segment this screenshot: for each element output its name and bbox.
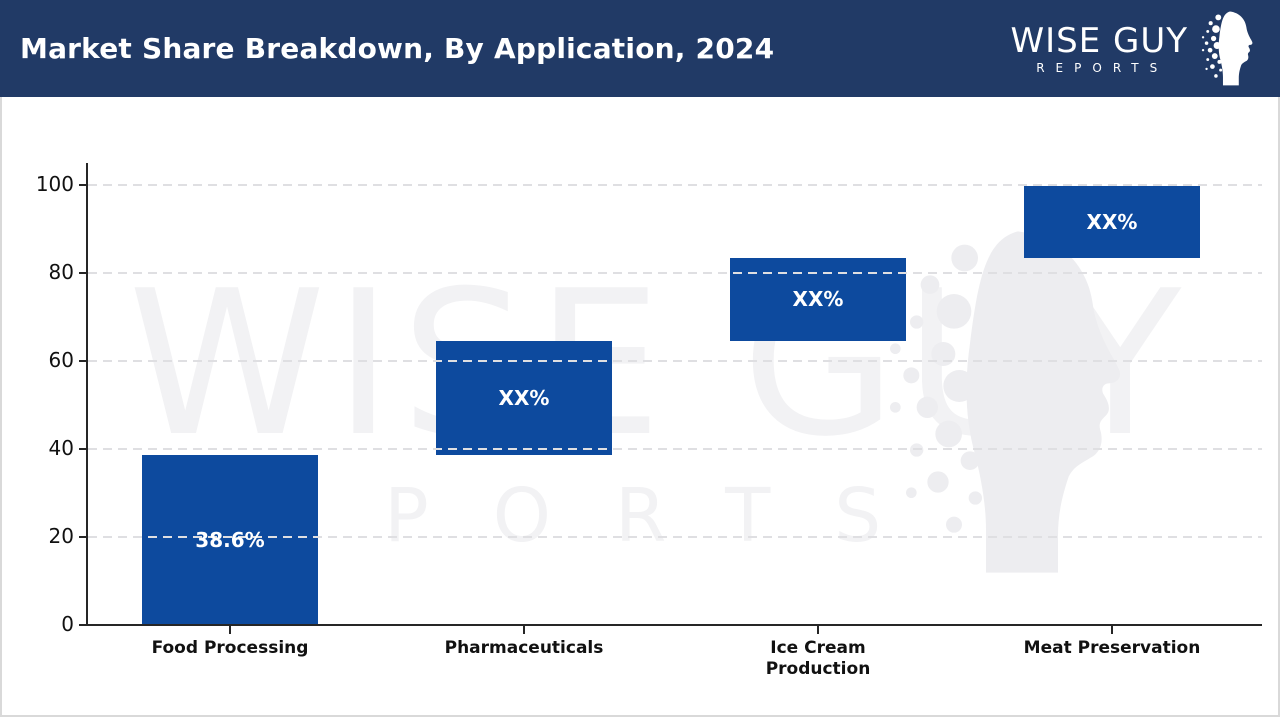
bar-value-label: XX% [498, 386, 550, 411]
gridline [88, 448, 1262, 450]
y-axis-tick [79, 536, 88, 538]
bar-value-label: XX% [792, 287, 844, 312]
logo-head-icon [1201, 11, 1253, 85]
bar-value-label: XX% [1086, 209, 1138, 234]
y-axis-tick [79, 624, 88, 626]
x-axis-tick [229, 626, 231, 634]
chart-area: WISE GUY REPORTS 0 20 40 60 80 100 38.6% Food P… [0, 97, 1280, 717]
x-axis-label: Meat Preservation [1023, 638, 1201, 658]
y-axis-tick-label: 60 [48, 348, 74, 372]
page-title: Market Share Breakdown, By Application, … [20, 32, 775, 65]
y-axis-tick [79, 448, 88, 450]
gridline [88, 272, 1262, 274]
bar-segment [142, 455, 318, 625]
gridline [88, 536, 1262, 538]
logo-wordmark: WISE GUY [1010, 20, 1188, 61]
logo-text: WISE GUY REPORTS [1010, 24, 1188, 74]
x-axis-tick [817, 626, 819, 634]
y-axis-tick-label: 100 [35, 172, 74, 196]
bar-value-label: 38.6% [195, 528, 265, 553]
wiseguy-logo: WISE GUY REPORTS [1010, 8, 1266, 90]
y-axis-tick-label: 40 [48, 436, 74, 460]
y-axis-tick [79, 360, 88, 362]
y-axis-tick [79, 184, 88, 186]
y-axis-tick-label: 0 [61, 612, 74, 636]
bar-segment [1024, 186, 1200, 258]
gridline [88, 184, 1262, 186]
y-axis-tick-label: 80 [48, 260, 74, 284]
gridline [88, 360, 1262, 362]
y-axis-tick [79, 272, 88, 274]
y-axis-line [86, 163, 88, 626]
plot-region: 0 20 40 60 80 100 38.6% Food Processing XX% Pharm… [0, 97, 1280, 717]
bar-segment [730, 257, 906, 342]
x-axis-tick [523, 626, 525, 634]
x-axis-label: Pharmaceuticals [444, 638, 604, 658]
x-axis-tick [1111, 626, 1113, 634]
header: Market Share Breakdown, By Application, … [0, 0, 1280, 97]
x-axis-label: Food Processing [151, 638, 309, 658]
y-axis-tick-label: 20 [48, 524, 74, 548]
x-axis-label: Ice Cream Production [765, 638, 871, 680]
x-axis-line [86, 624, 1262, 626]
logo-subtitle: REPORTS [1036, 60, 1169, 75]
watermark-head-icon [890, 231, 1121, 573]
